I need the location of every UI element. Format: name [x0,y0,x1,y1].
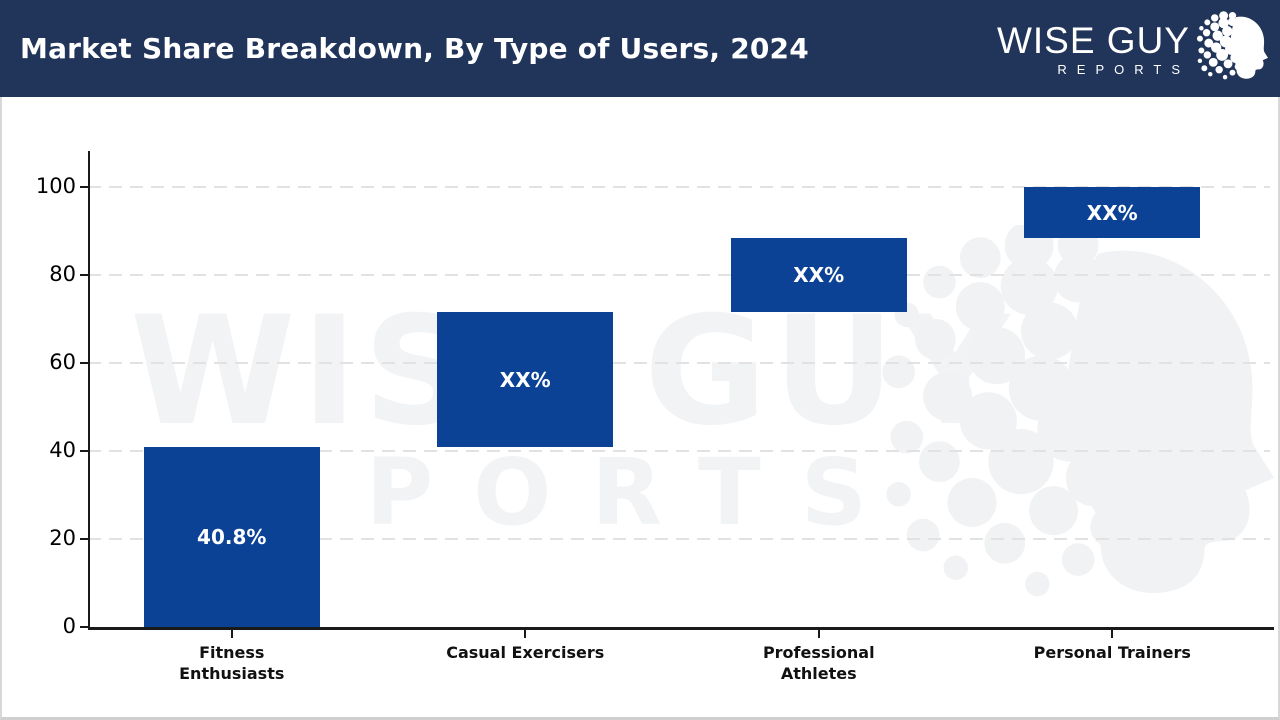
watermark-face-profile-dots-icon [882,225,1274,597]
logo-subtitle: REPORTS [1057,61,1190,77]
header-bar: Market Share Breakdown, By Type of Users… [0,0,1280,97]
gridline-80 [88,274,1270,276]
bar-2: XX% [437,311,614,448]
y-tick-20 [80,538,88,540]
category-label-2: Casual Exercisers [446,643,605,662]
y-tick-label-0: 0 [62,614,76,638]
bar-1: 40.8% [143,447,320,627]
bar-value-label-3: XX% [793,262,845,287]
gridline-60 [88,362,1270,364]
x-tick-4 [1111,630,1114,638]
y-tick-label-40: 40 [49,438,76,462]
y-tick-0 [80,626,88,628]
chart-area: WISE GUY REPORTS 0 20 40 60 80 100 40.8% Fitnes… [0,97,1280,720]
category-label-4: Personal Trainers [1033,643,1191,662]
y-tick-80 [80,274,88,276]
wiseguy-logo: WISE GUY REPORTS [997,6,1268,92]
gridline-40 [88,450,1270,452]
y-axis-line [88,150,90,629]
x-tick-1 [230,630,233,638]
x-axis-line [88,627,1274,630]
gridline-20 [88,538,1270,540]
bar-value-label-4: XX% [1086,200,1138,225]
bar-value-label-2: XX% [499,367,551,392]
y-tick-100 [80,186,88,188]
x-tick-2 [524,630,527,638]
gridline-100 [88,186,1270,188]
x-tick-3 [817,630,820,638]
y-tick-60 [80,362,88,364]
y-tick-label-20: 20 [49,526,76,550]
y-tick-label-100: 100 [35,174,76,198]
bar-4: XX% [1024,187,1201,239]
y-tick-40 [80,450,88,452]
category-label-1: Fitness Enthusiasts [179,643,285,683]
bar-3: XX% [730,238,907,312]
logo-wordmark: WISE GUY [996,19,1190,61]
y-tick-label-80: 80 [49,262,76,286]
bar-value-label-1: 40.8% [197,525,267,550]
face-profile-dots-icon [1196,11,1268,80]
y-tick-label-60: 60 [49,350,76,374]
chart-title: Market Share Breakdown, By Type of Users… [20,32,809,65]
category-label-3: Professional Athletes [762,643,875,683]
logo-text: WISE GUY REPORTS [997,22,1190,77]
